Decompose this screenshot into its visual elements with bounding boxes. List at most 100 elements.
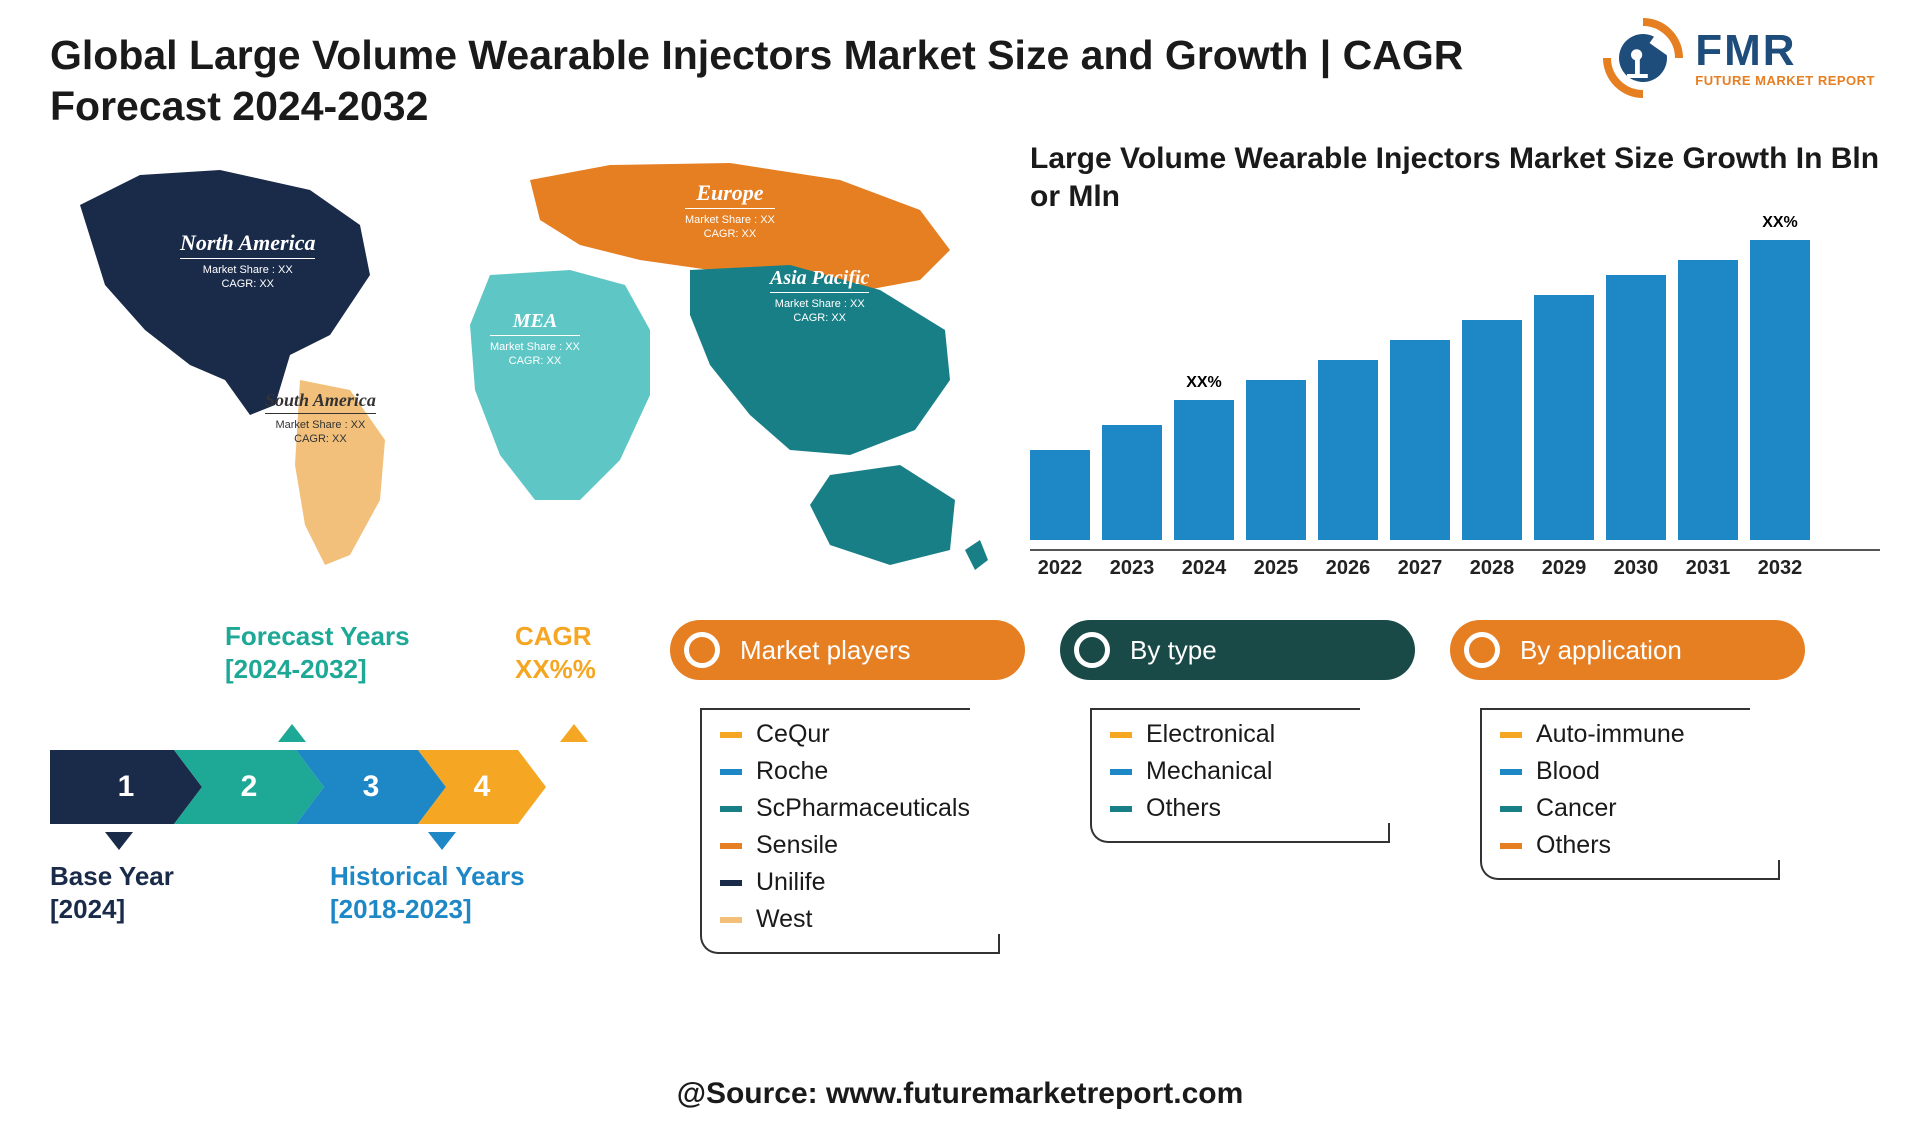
- bar-2030: [1606, 275, 1666, 540]
- list-item: ScPharmaceuticals: [702, 790, 1000, 827]
- list-item: Blood: [1482, 753, 1780, 790]
- timeline-chevrons: 1234 Forecast Years[2024-2032]CAGRXX%%Ba…: [50, 620, 630, 950]
- bar-2032: XX%: [1750, 240, 1810, 540]
- chart-bars: XX% XX%: [1030, 240, 1880, 540]
- bar-annotation: XX%: [1186, 374, 1222, 392]
- category-pill: Market players: [670, 620, 1025, 680]
- dash-icon: [1500, 769, 1522, 775]
- timeline-label: Forecast Years[2024-2032]: [225, 620, 410, 685]
- pill-bullet-icon: [684, 632, 720, 668]
- xlabel-2024: 2024: [1174, 557, 1234, 580]
- dash-icon: [1110, 806, 1132, 812]
- xlabel-2029: 2029: [1534, 557, 1594, 580]
- list-item-label: Others: [1146, 794, 1221, 823]
- dash-icon: [1500, 843, 1522, 849]
- list-item: Unilife: [702, 864, 1000, 901]
- list-item: Sensile: [702, 827, 1000, 864]
- timeline-label: Historical Years[2018-2023]: [330, 860, 525, 925]
- list-item-label: Sensile: [756, 831, 838, 860]
- category-players: Market players CeQur Roche ScPharmaceutical…: [670, 620, 1025, 954]
- chart-title: Large Volume Wearable Injectors Market S…: [1030, 140, 1880, 215]
- region-mea: [470, 270, 650, 500]
- dash-icon: [1110, 769, 1132, 775]
- bar-2027: [1390, 340, 1450, 540]
- xlabel-2032: 2032: [1750, 557, 1810, 580]
- triangle-down-icon: [428, 832, 456, 850]
- category-pill: By type: [1060, 620, 1415, 680]
- list-item-label: Cancer: [1536, 794, 1617, 823]
- bar-annotation: XX%: [1762, 214, 1798, 232]
- category-type: By type Electronical Mechanical Others: [1060, 620, 1415, 843]
- list-item-label: ScPharmaceuticals: [756, 794, 970, 823]
- list-item-label: Others: [1536, 831, 1611, 860]
- timeline-step-1: 1: [50, 750, 202, 824]
- list-item: Others: [1092, 790, 1390, 827]
- xlabel-2031: 2031: [1678, 557, 1738, 580]
- region-label-na: North AmericaMarket Share : XXCAGR: XX: [180, 230, 315, 292]
- timeline-label: CAGRXX%%: [515, 620, 596, 685]
- list-item-label: Electronical: [1146, 720, 1275, 749]
- dash-icon: [720, 732, 742, 738]
- category-list: Electronical Mechanical Others: [1090, 710, 1390, 843]
- source-attribution: @Source: www.futuremarketreport.com: [0, 1077, 1920, 1111]
- fmr-logo: FMR FUTURE MARKET REPORT: [1603, 18, 1875, 98]
- bar-2026: [1318, 360, 1378, 540]
- pill-bullet-icon: [1464, 632, 1500, 668]
- timeline-label: Base Year[2024]: [50, 860, 174, 925]
- dash-icon: [1110, 732, 1132, 738]
- list-item-label: Auto-immune: [1536, 720, 1685, 749]
- list-item-label: Mechanical: [1146, 757, 1272, 786]
- list-item: CeQur: [702, 716, 1000, 753]
- bar-2028: [1462, 320, 1522, 540]
- dash-icon: [1500, 806, 1522, 812]
- category-pill: By application: [1450, 620, 1805, 680]
- list-item-label: Roche: [756, 757, 828, 786]
- xlabel-2026: 2026: [1318, 557, 1378, 580]
- list-item: Electronical: [1092, 716, 1390, 753]
- dash-icon: [720, 843, 742, 849]
- dash-icon: [720, 917, 742, 923]
- region-label-sa: South AmericaMarket Share : XXCAGR: XX: [265, 390, 376, 447]
- chart-x-axis: 2022 2023 2024 2025 2026 2027 2028 2029 2030 2031…: [1030, 549, 1880, 580]
- list-item: Others: [1482, 827, 1780, 864]
- triangle-up-icon: [560, 724, 588, 742]
- list-item: Auto-immune: [1482, 716, 1780, 753]
- telescope-icon: [1603, 18, 1683, 98]
- list-item-label: Unilife: [756, 868, 825, 897]
- region-label-ap: Asia PacificMarket Share : XXCAGR: XX: [770, 267, 869, 326]
- pill-label: By application: [1520, 635, 1682, 666]
- xlabel-2028: 2028: [1462, 557, 1522, 580]
- pill-bullet-icon: [1074, 632, 1110, 668]
- category-application: By application Auto-immune Blood Cancer Othe…: [1450, 620, 1805, 880]
- region-north-america: [80, 170, 370, 415]
- world-map: North AmericaMarket Share : XXCAGR: XX So…: [50, 155, 990, 575]
- region-label-mea: MEAMarket Share : XXCAGR: XX: [490, 310, 580, 369]
- category-list: CeQur Roche ScPharmaceuticals Sensile Unilif…: [700, 710, 1000, 954]
- list-item: Mechanical: [1092, 753, 1390, 790]
- xlabel-2023: 2023: [1102, 557, 1162, 580]
- bar-2029: [1534, 295, 1594, 540]
- xlabel-2022: 2022: [1030, 557, 1090, 580]
- list-item-label: CeQur: [756, 720, 830, 749]
- dash-icon: [1500, 732, 1522, 738]
- list-item: West: [702, 901, 1000, 938]
- list-item-label: Blood: [1536, 757, 1600, 786]
- list-item: Cancer: [1482, 790, 1780, 827]
- xlabel-2027: 2027: [1390, 557, 1450, 580]
- region-australia: [810, 465, 955, 565]
- bar-2024: XX%: [1174, 400, 1234, 540]
- dash-icon: [720, 769, 742, 775]
- dash-icon: [720, 880, 742, 886]
- triangle-down-icon: [105, 832, 133, 850]
- xlabel-2025: 2025: [1246, 557, 1306, 580]
- dash-icon: [720, 806, 742, 812]
- bar-2025: [1246, 380, 1306, 540]
- logo-text-sub: FUTURE MARKET REPORT: [1695, 73, 1875, 88]
- bar-2031: [1678, 260, 1738, 540]
- bar-2022: [1030, 450, 1090, 540]
- page-title: Global Large Volume Wearable Injectors M…: [50, 30, 1530, 133]
- triangle-up-icon: [278, 724, 306, 742]
- list-item: Roche: [702, 753, 1000, 790]
- xlabel-2030: 2030: [1606, 557, 1666, 580]
- list-item-label: West: [756, 905, 813, 934]
